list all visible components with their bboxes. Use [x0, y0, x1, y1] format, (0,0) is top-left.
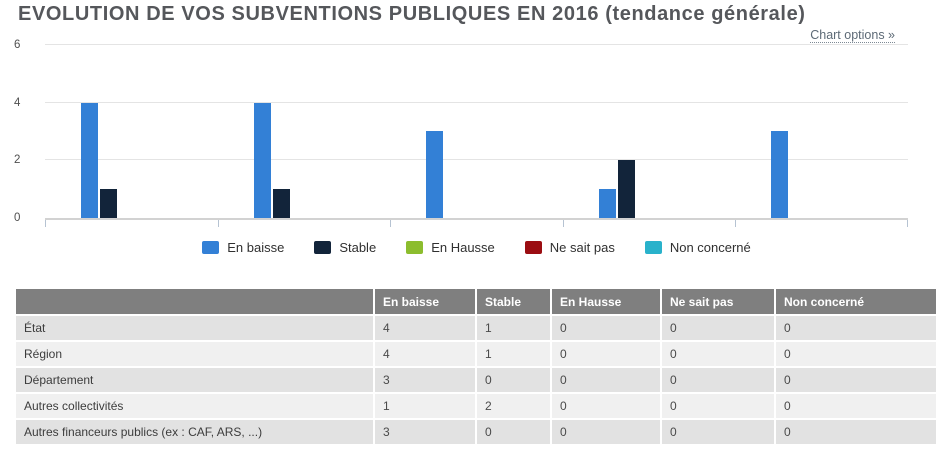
- bar-group-1: [45, 45, 218, 218]
- gridline: [45, 44, 908, 45]
- cell: 0: [662, 394, 774, 418]
- column-header-stable: Stable: [477, 289, 550, 314]
- legend-label: Stable: [339, 240, 377, 255]
- legend-item: Non concerné: [644, 240, 751, 255]
- cell: 1: [477, 342, 550, 366]
- results-table: En baisse Stable En Hausse Ne sait pas N…: [14, 287, 938, 446]
- cell: 0: [552, 420, 660, 444]
- bar: [426, 131, 444, 218]
- table-row-autres-collectivites: Autres collectivités 1 2 0 0 0: [16, 394, 936, 418]
- bar-group-3: [390, 45, 563, 218]
- cell: 3: [375, 368, 475, 392]
- bar: [771, 131, 789, 218]
- cell: 1: [375, 394, 475, 418]
- row-label: État: [16, 316, 373, 340]
- table-row-region: Région 4 1 0 0 0: [16, 342, 936, 366]
- legend-label: En Hausse: [431, 240, 495, 255]
- cell: 0: [552, 316, 660, 340]
- y-axis-tick-label: 0: [14, 212, 21, 224]
- legend-label: En baisse: [227, 240, 285, 255]
- table-row-departement: Département 3 0 0 0 0: [16, 368, 936, 392]
- x-axis-tick: [217, 220, 219, 227]
- column-header-non-concerne: Non concerné: [776, 289, 936, 314]
- cell: 0: [776, 368, 936, 392]
- legend-label: Ne sait pas: [549, 240, 615, 255]
- bar: [617, 160, 635, 218]
- x-axis-tick: [562, 220, 564, 227]
- cell: 3: [375, 420, 475, 444]
- cell: 0: [776, 342, 936, 366]
- y-axis: 0 2 4 6: [14, 39, 40, 224]
- x-axis-tick: [907, 220, 908, 227]
- table-corner-cell: [16, 289, 373, 314]
- legend-swatch: [644, 241, 662, 254]
- legend-swatch: [314, 241, 332, 254]
- x-axis-line: [45, 218, 908, 220]
- bar: [253, 103, 271, 218]
- cell: 0: [662, 316, 774, 340]
- gridline: [45, 102, 908, 103]
- table-row-etat: État 4 1 0 0 0: [16, 316, 936, 340]
- row-label: Autres financeurs publics (ex : CAF, ARS…: [16, 420, 373, 444]
- bar: [100, 189, 117, 218]
- legend-swatch: [406, 241, 424, 254]
- bar-group-5: [735, 45, 908, 218]
- chart-legend: En baisse Stable En Hausse Ne sait pas Non c…: [45, 240, 908, 255]
- page-title: EVOLUTION DE VOS SUBVENTIONS PUBLIQUES E…: [18, 3, 806, 25]
- column-header-en-baisse: En baisse: [375, 289, 475, 314]
- x-axis-tick: [390, 220, 392, 227]
- legend-item: En Hausse: [406, 240, 495, 255]
- cell: 0: [662, 368, 774, 392]
- cell: 1: [477, 316, 550, 340]
- row-label: Autres collectivités: [16, 394, 373, 418]
- legend-swatch: [524, 241, 542, 254]
- plot-area: [45, 44, 908, 227]
- table-header-row: En baisse Stable En Hausse Ne sait pas N…: [16, 289, 936, 314]
- legend-item: En baisse: [202, 240, 284, 255]
- y-axis-tick-label: 2: [14, 154, 21, 166]
- y-axis-tick-label: 4: [14, 97, 21, 109]
- row-label: Département: [16, 368, 373, 392]
- cell: 4: [375, 316, 475, 340]
- cell: 0: [776, 316, 936, 340]
- cell: 4: [375, 342, 475, 366]
- legend-item: Ne sait pas: [524, 240, 615, 255]
- bar: [272, 189, 290, 218]
- cell: 0: [776, 394, 936, 418]
- column-header-ne-sait-pas: Ne sait pas: [662, 289, 774, 314]
- bar-group-4: [563, 45, 736, 218]
- legend-item: Stable: [314, 240, 376, 255]
- cell: 0: [662, 342, 774, 366]
- cell: 0: [552, 342, 660, 366]
- chart-options-link[interactable]: Chart options »: [810, 28, 895, 43]
- cell: 0: [776, 420, 936, 444]
- x-axis-tick: [45, 220, 46, 227]
- bar-group-2: [218, 45, 391, 218]
- legend-swatch: [202, 241, 220, 254]
- cell: 0: [662, 420, 774, 444]
- gridline: [45, 159, 908, 160]
- cell: 0: [477, 420, 550, 444]
- bar: [81, 103, 98, 218]
- cell: 0: [552, 394, 660, 418]
- bar: [598, 189, 616, 218]
- cell: 2: [477, 394, 550, 418]
- legend-label: Non concerné: [669, 240, 751, 255]
- row-label: Région: [16, 342, 373, 366]
- table-row-autres-financeurs: Autres financeurs publics (ex : CAF, ARS…: [16, 420, 936, 444]
- column-header-en-hausse: En Hausse: [552, 289, 660, 314]
- x-axis-tick: [735, 220, 737, 227]
- y-axis-tick-label: 6: [14, 39, 21, 51]
- cell: 0: [552, 368, 660, 392]
- cell: 0: [477, 368, 550, 392]
